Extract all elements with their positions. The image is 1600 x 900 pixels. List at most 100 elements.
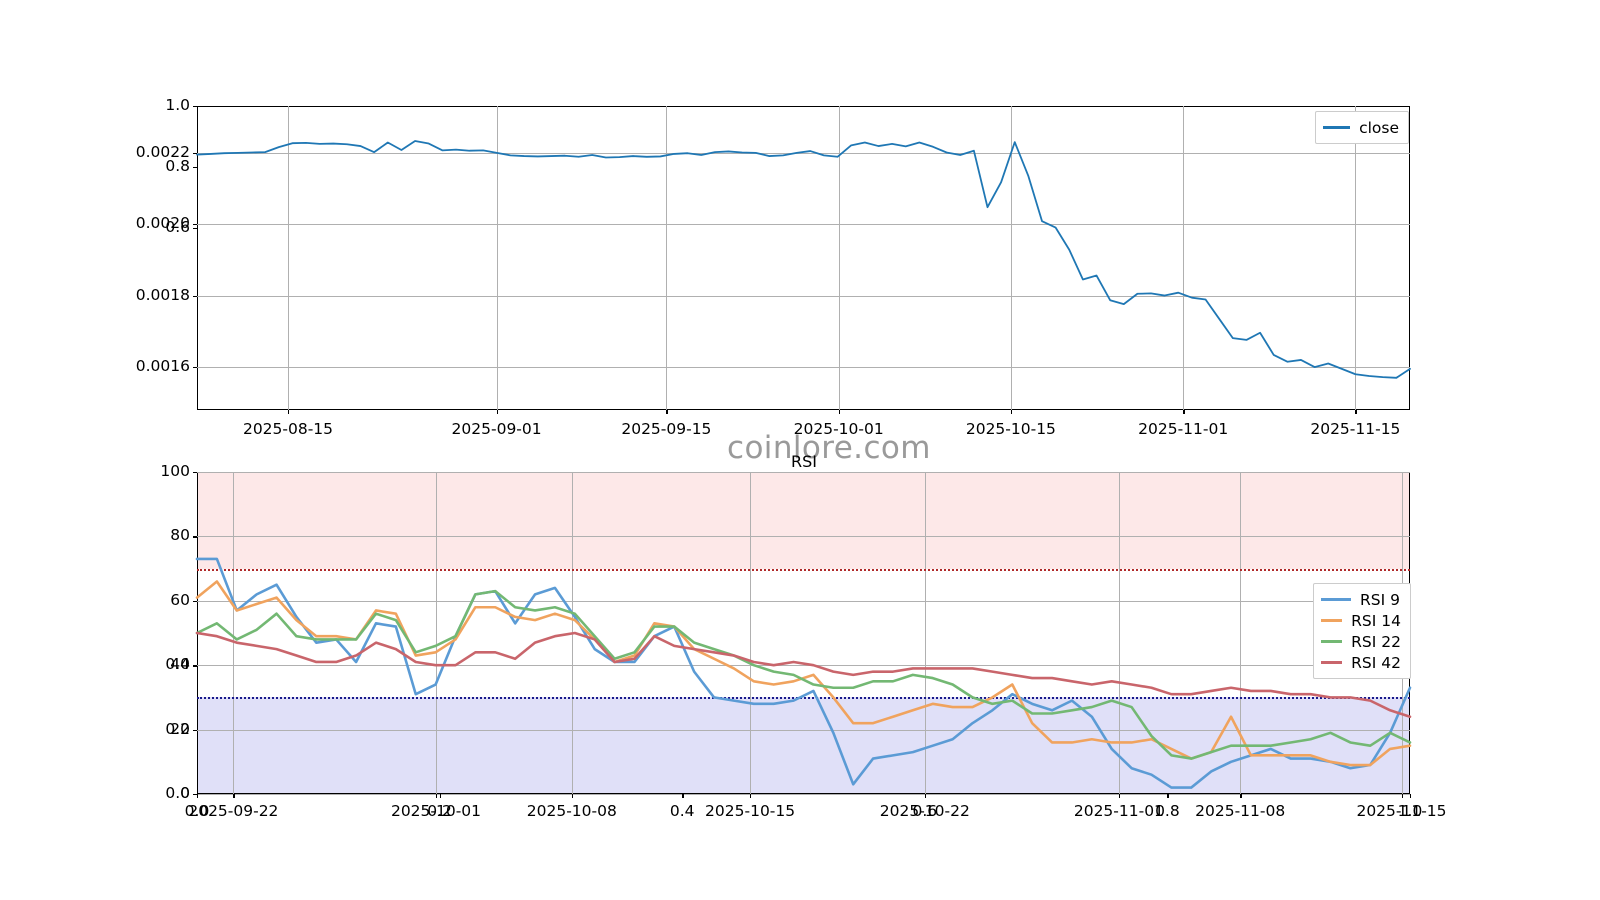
price-y-tickmark [193, 367, 197, 369]
overbought-band [197, 472, 1410, 569]
legend-item-rsi-42[interactable]: RSI 42 [1321, 652, 1401, 673]
price-x-tickmark [666, 410, 668, 414]
price-x-tick-label: 2025-11-01 [1138, 420, 1229, 438]
rsi-x-tick-label-secondary: 0.4 [669, 802, 695, 820]
legend-label-rsi-42: RSI 42 [1351, 653, 1401, 672]
rsi-gridline-v [1118, 472, 1120, 794]
rsi-x-tick-label: 2025-11-08 [1195, 802, 1286, 820]
rsi-y-tickmark-secondary [193, 665, 197, 667]
legend-swatch-close [1323, 126, 1351, 129]
legend-item-rsi-9[interactable]: RSI 9 [1321, 589, 1401, 610]
rsi-x-tickmark-secondary [1167, 794, 1169, 798]
price-plot-frame [197, 106, 1410, 410]
legend-item-close[interactable]: close [1323, 117, 1399, 138]
overbought-threshold-line [197, 568, 1410, 571]
close-line [196, 140, 1411, 379]
rsi-x-tickmark [233, 794, 235, 798]
rsi-x-tickmark-secondary [924, 794, 927, 798]
oversold-band [197, 697, 1410, 794]
legend-label-close: close [1359, 118, 1399, 137]
rsi-series-svg [195, 557, 1412, 789]
price-x-tick-label: 2025-09-01 [451, 420, 542, 438]
legend-label-rsi-14: RSI 14 [1351, 611, 1401, 630]
price-x-tickmark [1183, 410, 1185, 414]
rsi-y-tick-label: 40 [170, 655, 190, 674]
rsi-gridline-h [197, 536, 1410, 538]
rsi-x-tickmark-secondary [682, 794, 684, 798]
price-x-tickmark [1010, 410, 1013, 414]
rsi-x-tickmark-secondary [197, 794, 199, 798]
legend-swatch-rsi-9 [1321, 598, 1351, 601]
price-y-tickmark-secondary [193, 166, 197, 169]
rsi-y-tick-label: 100 [160, 462, 190, 480]
legend-item-rsi-14[interactable]: RSI 14 [1321, 610, 1401, 631]
price-y-tickmark [193, 224, 197, 226]
price-gridline-v [496, 106, 498, 410]
rsi-x-tickmark [571, 794, 574, 798]
rsi-x-tick-label: 2025-10-08 [526, 802, 617, 820]
rsi-x-tickmark [1401, 794, 1403, 798]
price-gridline-v [838, 106, 840, 410]
rsi-gridline-h [197, 794, 1410, 795]
rsi-gridline-v [750, 472, 752, 794]
rsi-y-tick-label-secondary: 0.0 [165, 784, 190, 802]
price-y-tickmark-secondary [193, 106, 197, 108]
price-x-tickmark [838, 410, 841, 414]
price-x-tick-label: 2025-09-15 [621, 420, 712, 438]
rsi-x-tick-label-secondary: 0.0 [184, 802, 210, 820]
rsi-y-tick-label: 80 [170, 526, 190, 545]
rsi-22-line [195, 589, 1412, 760]
price-y-tickmark-secondary [193, 227, 197, 229]
price-gridline-v [1183, 106, 1185, 410]
rsi-panel-title: RSI [791, 452, 817, 471]
rsi-legend[interactable]: RSI 9 RSI 14 RSI 22 RSI 42 [1313, 583, 1411, 679]
rsi-x-tickmark [436, 794, 438, 798]
rsi-x-tick-label-secondary: 0.8 [1155, 802, 1180, 820]
legend-item-rsi-22[interactable]: RSI 22 [1321, 631, 1401, 652]
price-gridline-v [1355, 106, 1357, 410]
price-series-svg [196, 140, 1411, 379]
legend-swatch-rsi-22 [1321, 640, 1343, 643]
legend-label-rsi-22: RSI 22 [1351, 632, 1401, 651]
price-gridline-h [197, 152, 1410, 154]
price-x-tick-label: 2025-10-15 [965, 420, 1056, 438]
rsi-x-tick-label: 2025-10-15 [705, 802, 796, 820]
rsi-gridline-v [436, 472, 437, 794]
price-gridline-h [197, 224, 1410, 225]
oversold-threshold-line [197, 697, 1410, 700]
rsi-x-tickmark [750, 794, 752, 798]
rsi-gridline-h [197, 729, 1410, 731]
rsi-y-tickmark-secondary [193, 794, 197, 796]
price-y-tickmark [193, 152, 197, 154]
rsi-y-tick-label: 0 [180, 784, 190, 802]
price-y-tickmark [193, 295, 197, 297]
rsi-y-tick-label-secondary: 0.4 [165, 655, 190, 674]
rsi-y-tickmark-secondary [193, 729, 197, 731]
legend-swatch-rsi-42 [1321, 661, 1343, 664]
rsi-gridline-h [197, 472, 1410, 473]
price-y-tick-label: 0.0018 [135, 285, 190, 304]
rsi-x-tickmark [1118, 794, 1121, 798]
rsi-x-tick-label-secondary: 1.0 [1397, 802, 1423, 820]
rsi-y-tickmark [193, 600, 197, 603]
price-y-tick-label: 0.0020 [135, 214, 190, 232]
price-x-tick-label: 2025-08-15 [242, 420, 334, 438]
rsi-x-tick-label: 2025-11-15 [1356, 802, 1447, 820]
rsi-x-tickmark-secondary [439, 794, 441, 798]
rsi-x-tick-label: 2025-11-01 [1073, 802, 1164, 820]
rsi-panel [195, 472, 1412, 795]
price-y-tick-label-secondary: 1.0 [165, 96, 190, 114]
price-x-tickmark [1355, 410, 1357, 414]
rsi-gridline-v [924, 472, 926, 794]
rsi-x-tick-label-secondary: 0.6 [912, 802, 938, 820]
rsi-gridline-v [1240, 472, 1242, 794]
rsi-y-tick-label-secondary: 0.2 [165, 719, 190, 738]
price-gridline-h [197, 367, 1410, 369]
rsi-y-tick-label: 60 [170, 590, 190, 609]
price-gridline-v [288, 106, 289, 410]
rsi-gridline-h [197, 665, 1410, 667]
price-legend[interactable]: close [1315, 111, 1409, 144]
price-y-tick-label: 0.0016 [135, 357, 190, 376]
rsi-x-tickmark-secondary [1410, 794, 1412, 798]
price-x-tickmark [496, 410, 498, 414]
